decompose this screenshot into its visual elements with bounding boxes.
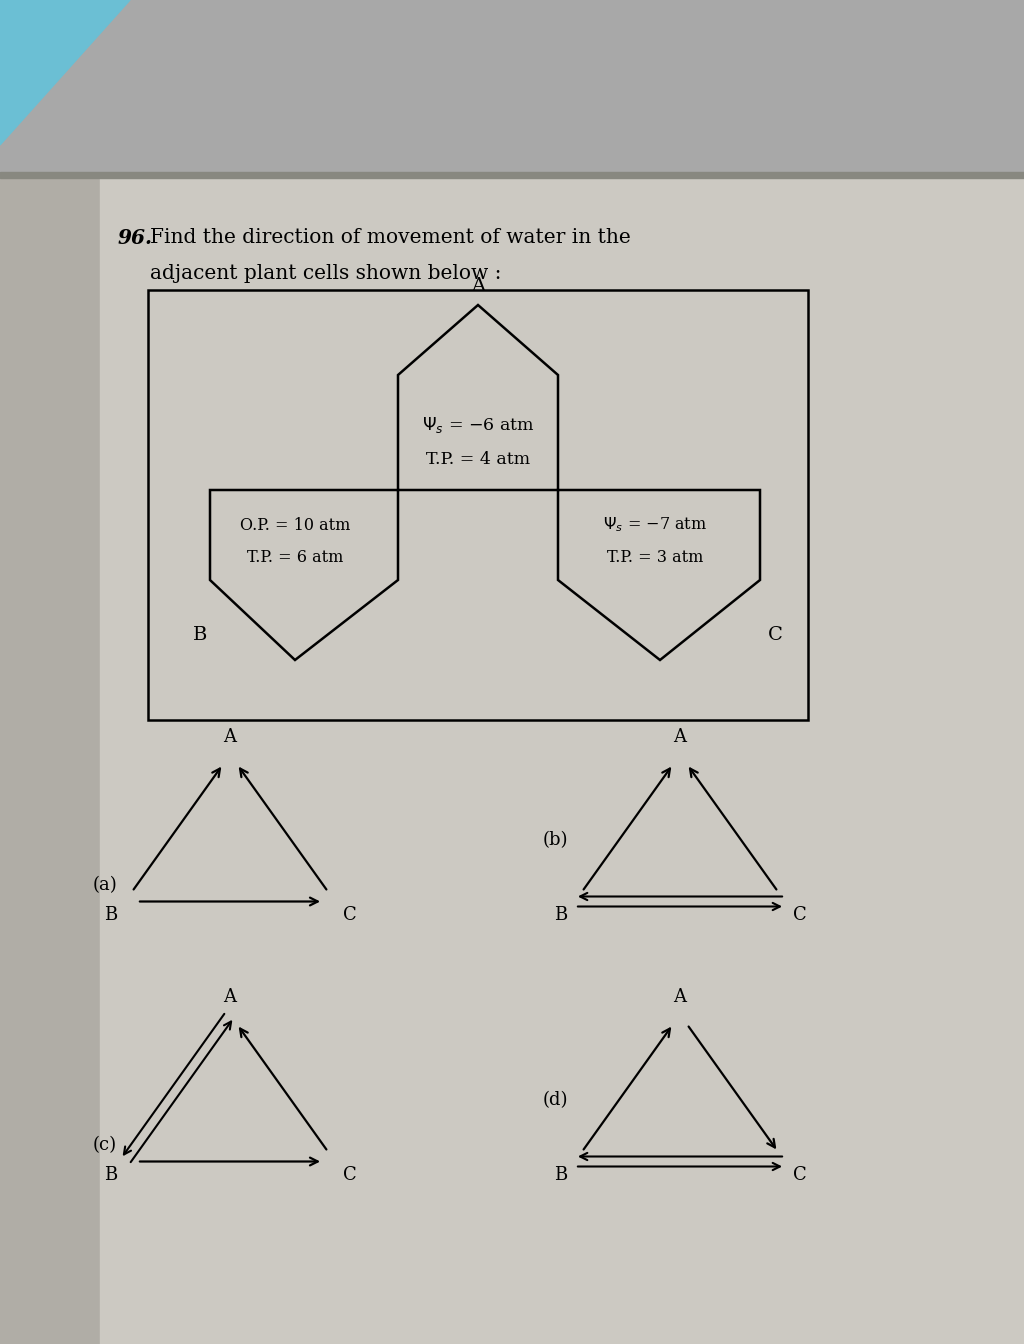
Text: A: A [223, 728, 237, 746]
Text: B: B [554, 906, 567, 925]
Text: Find the direction of movement of water in the: Find the direction of movement of water … [150, 228, 631, 247]
Text: (a): (a) [92, 876, 118, 894]
Text: C: C [343, 906, 356, 925]
Text: A: A [471, 277, 485, 294]
Text: B: B [103, 1167, 117, 1184]
Text: adjacent plant cells shown below :: adjacent plant cells shown below : [150, 263, 502, 284]
Text: (b): (b) [543, 831, 567, 849]
Text: B: B [193, 626, 207, 644]
Bar [0, 0, 1024, 175]
Text: (d): (d) [543, 1091, 567, 1109]
Text: (c): (c) [93, 1136, 117, 1154]
Text: C: C [793, 1167, 807, 1184]
Text: $\Psi_s$ = −7 atm: $\Psi_s$ = −7 atm [603, 516, 707, 535]
Text: 96.: 96. [118, 228, 153, 249]
Bar [148, 290, 808, 720]
Text: O.P. = 10 atm: O.P. = 10 atm [240, 516, 350, 534]
Text: C: C [768, 626, 782, 644]
Text: C: C [793, 906, 807, 925]
Text: T.P. = 4 atm: T.P. = 4 atm [426, 452, 530, 469]
Text: T.P. = 3 atm: T.P. = 3 atm [607, 550, 703, 567]
Text: A: A [223, 988, 237, 1007]
Bar [0, 0, 100, 1344]
Text: $\Psi_s$ = −6 atm: $\Psi_s$ = −6 atm [422, 415, 535, 435]
Text: C: C [343, 1167, 356, 1184]
Text: T.P. = 6 atm: T.P. = 6 atm [247, 550, 343, 567]
Text: B: B [554, 1167, 567, 1184]
Text: A: A [674, 728, 686, 746]
Bar [0, 172, 1024, 177]
Text: A: A [674, 988, 686, 1007]
Text: B: B [103, 906, 117, 925]
Polygon shape [0, 0, 130, 145]
